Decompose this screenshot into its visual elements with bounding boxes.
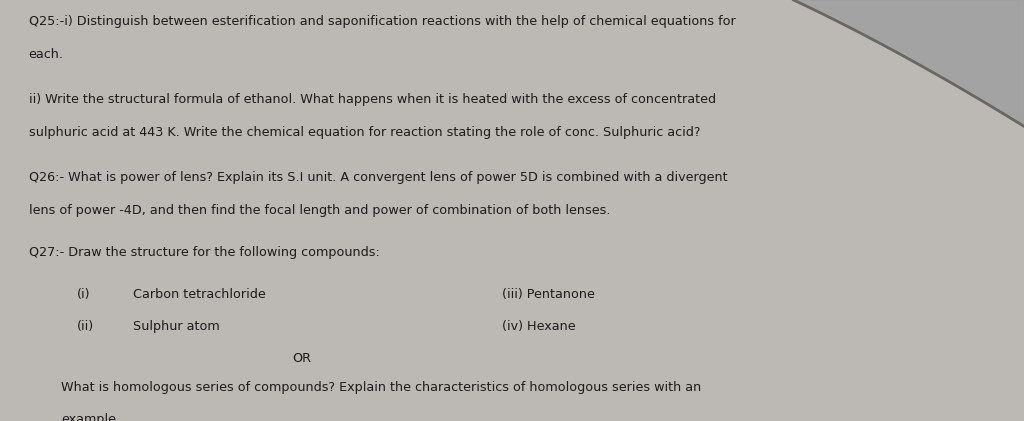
Polygon shape (794, 0, 1024, 126)
Text: sulphuric acid at 443 K. Write the chemical equation for reaction stating the ro: sulphuric acid at 443 K. Write the chemi… (29, 126, 700, 139)
Text: (iii) Pentanone: (iii) Pentanone (502, 288, 595, 301)
Text: lens of power -4D, and then find the focal length and power of combination of bo: lens of power -4D, and then find the foc… (29, 204, 610, 217)
Text: Q26:- What is power of lens? Explain its S.I unit. A convergent lens of power 5D: Q26:- What is power of lens? Explain its… (29, 171, 727, 184)
Text: each.: each. (29, 48, 63, 61)
Text: Sulphur atom: Sulphur atom (133, 320, 220, 333)
Text: (ii): (ii) (77, 320, 94, 333)
Text: ii) Write the structural formula of ethanol. What happens when it is heated with: ii) Write the structural formula of etha… (29, 93, 716, 106)
Text: Q27:- Draw the structure for the following compounds:: Q27:- Draw the structure for the followi… (29, 246, 380, 259)
Text: (iv) Hexane: (iv) Hexane (502, 320, 575, 333)
Text: OR: OR (292, 352, 311, 365)
Text: What is homologous series of compounds? Explain the characteristics of homologou: What is homologous series of compounds? … (61, 381, 701, 394)
Text: example.: example. (61, 413, 121, 421)
Text: Carbon tetrachloride: Carbon tetrachloride (133, 288, 266, 301)
Text: (i): (i) (77, 288, 90, 301)
Text: Q25:-i) Distinguish between esterification and saponification reactions with the: Q25:-i) Distinguish between esterificati… (29, 15, 735, 28)
